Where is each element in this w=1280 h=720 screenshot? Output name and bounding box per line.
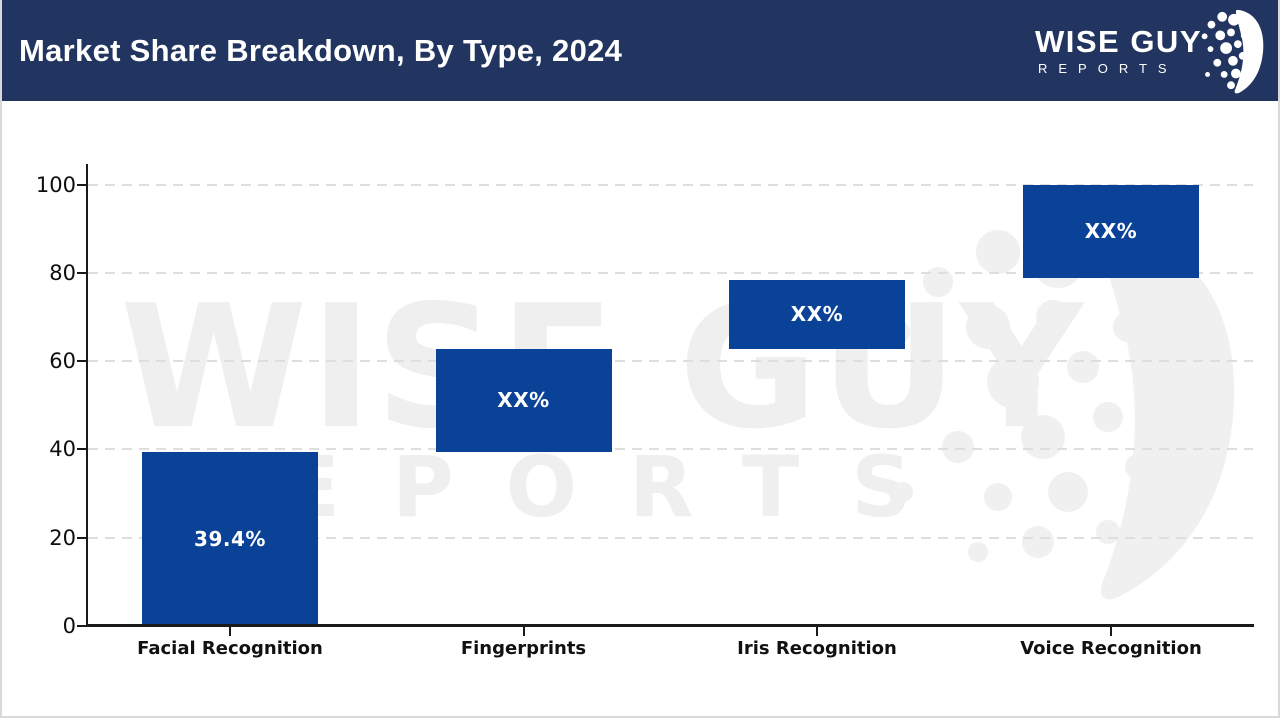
bar-value-label: XX% <box>497 388 550 413</box>
category-label: Voice Recognition <box>1020 638 1202 659</box>
y-axis-tick-label: 20 <box>49 525 76 550</box>
waterfall-bar: 39.4% <box>142 452 318 626</box>
waterfall-bar: XX% <box>729 279 905 349</box>
waterfall-bar: XX% <box>1023 184 1199 278</box>
dotted-head-logo-icon <box>1201 9 1264 93</box>
bar-value-label: XX% <box>790 302 844 327</box>
gridline <box>88 360 1253 363</box>
y-axis-tick-mark <box>77 625 87 627</box>
gridline <box>88 183 1253 186</box>
y-axis-tick-label: 40 <box>49 437 76 462</box>
logo-wordmark: WISE GUY <box>1034 23 1202 59</box>
gridline <box>88 448 1253 451</box>
y-axis-tick-label: 80 <box>49 260 76 285</box>
chart-title: Market Share Breakdown, By Type, 2024 <box>19 32 623 68</box>
logo-text: WISE GUY REPORTS <box>1034 23 1202 76</box>
gridline <box>88 536 1253 539</box>
category-label: Fingerprints <box>460 638 587 659</box>
category-label: Iris Recognition <box>737 638 897 659</box>
y-axis-tick-mark <box>77 360 87 363</box>
header-bar: Market Share Breakdown, By Type, 2024 WI… <box>0 0 1280 101</box>
y-axis-tick-label: 100 <box>35 172 76 197</box>
x-axis-tick-mark <box>816 627 818 636</box>
y-axis-tick-mark <box>77 536 87 539</box>
bar-value-label: XX% <box>1084 219 1138 244</box>
category-label: Facial Recognition <box>137 638 323 659</box>
x-axis-tick-mark <box>522 627 525 636</box>
x-axis-tick-mark <box>1110 627 1112 636</box>
y-axis-tick-label: 60 <box>49 349 76 374</box>
logo-subtitle: REPORTS <box>1037 60 1178 76</box>
y-axis-tick-mark <box>77 448 87 451</box>
y-axis-tick-mark <box>77 183 87 186</box>
x-axis-line <box>86 624 1254 627</box>
x-axis-tick-mark <box>229 627 231 636</box>
bar-value-label: 39.4% <box>194 527 266 552</box>
gridline <box>88 271 1253 274</box>
wise-guy-reports-logo: WISE GUY REPORTS <box>1035 7 1266 95</box>
waterfall-bar: XX% <box>435 348 612 453</box>
y-axis-tick-label: 0 <box>62 614 76 638</box>
y-axis-tick-mark <box>77 271 87 274</box>
y-axis-line <box>86 164 88 627</box>
